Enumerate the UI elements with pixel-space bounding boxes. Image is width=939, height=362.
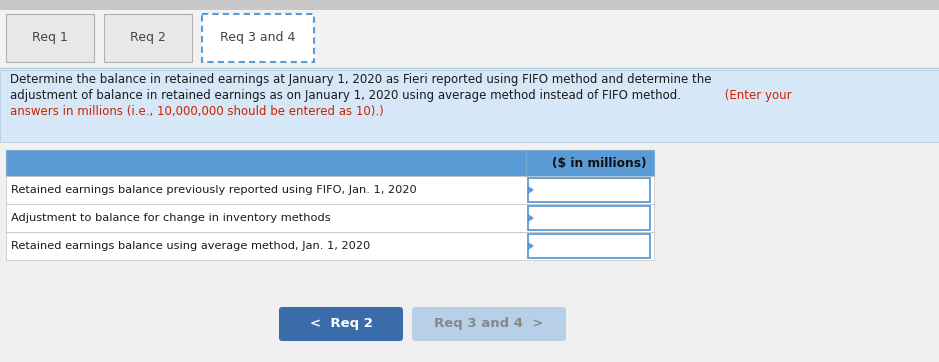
Text: Req 3 and 4  >: Req 3 and 4 >: [435, 317, 544, 331]
FancyBboxPatch shape: [0, 70, 939, 142]
FancyBboxPatch shape: [528, 206, 650, 230]
FancyBboxPatch shape: [0, 0, 939, 10]
Polygon shape: [528, 242, 534, 250]
Text: (Enter your: (Enter your: [721, 89, 792, 102]
FancyBboxPatch shape: [104, 14, 192, 62]
FancyBboxPatch shape: [202, 14, 314, 62]
Text: Req 1: Req 1: [32, 31, 68, 45]
Text: Retained earnings balance using average method, Jan. 1, 2020: Retained earnings balance using average …: [11, 241, 370, 251]
Polygon shape: [528, 214, 534, 222]
FancyBboxPatch shape: [6, 14, 94, 62]
FancyBboxPatch shape: [279, 307, 403, 341]
FancyBboxPatch shape: [6, 232, 654, 260]
Text: Req 2: Req 2: [131, 31, 166, 45]
FancyBboxPatch shape: [528, 234, 650, 258]
Text: <  Req 2: < Req 2: [310, 317, 373, 331]
FancyBboxPatch shape: [528, 178, 650, 202]
Text: ($ in millions): ($ in millions): [552, 156, 647, 169]
Polygon shape: [528, 186, 534, 194]
Text: Determine the balance in retained earnings at January 1, 2020 as Fieri reported : Determine the balance in retained earnin…: [10, 73, 712, 87]
Text: adjustment of balance in retained earnings as on January 1, 2020 using average m: adjustment of balance in retained earnin…: [10, 89, 681, 102]
FancyBboxPatch shape: [6, 150, 654, 176]
Text: Req 3 and 4: Req 3 and 4: [221, 31, 296, 45]
Text: answers in millions (i.e., 10,000,000 should be entered as 10).): answers in millions (i.e., 10,000,000 sh…: [10, 105, 384, 118]
FancyBboxPatch shape: [6, 204, 654, 232]
Text: Adjustment to balance for change in inventory methods: Adjustment to balance for change in inve…: [11, 213, 331, 223]
FancyBboxPatch shape: [0, 10, 939, 68]
FancyBboxPatch shape: [412, 307, 566, 341]
FancyBboxPatch shape: [6, 176, 654, 204]
Text: Retained earnings balance previously reported using FIFO, Jan. 1, 2020: Retained earnings balance previously rep…: [11, 185, 417, 195]
